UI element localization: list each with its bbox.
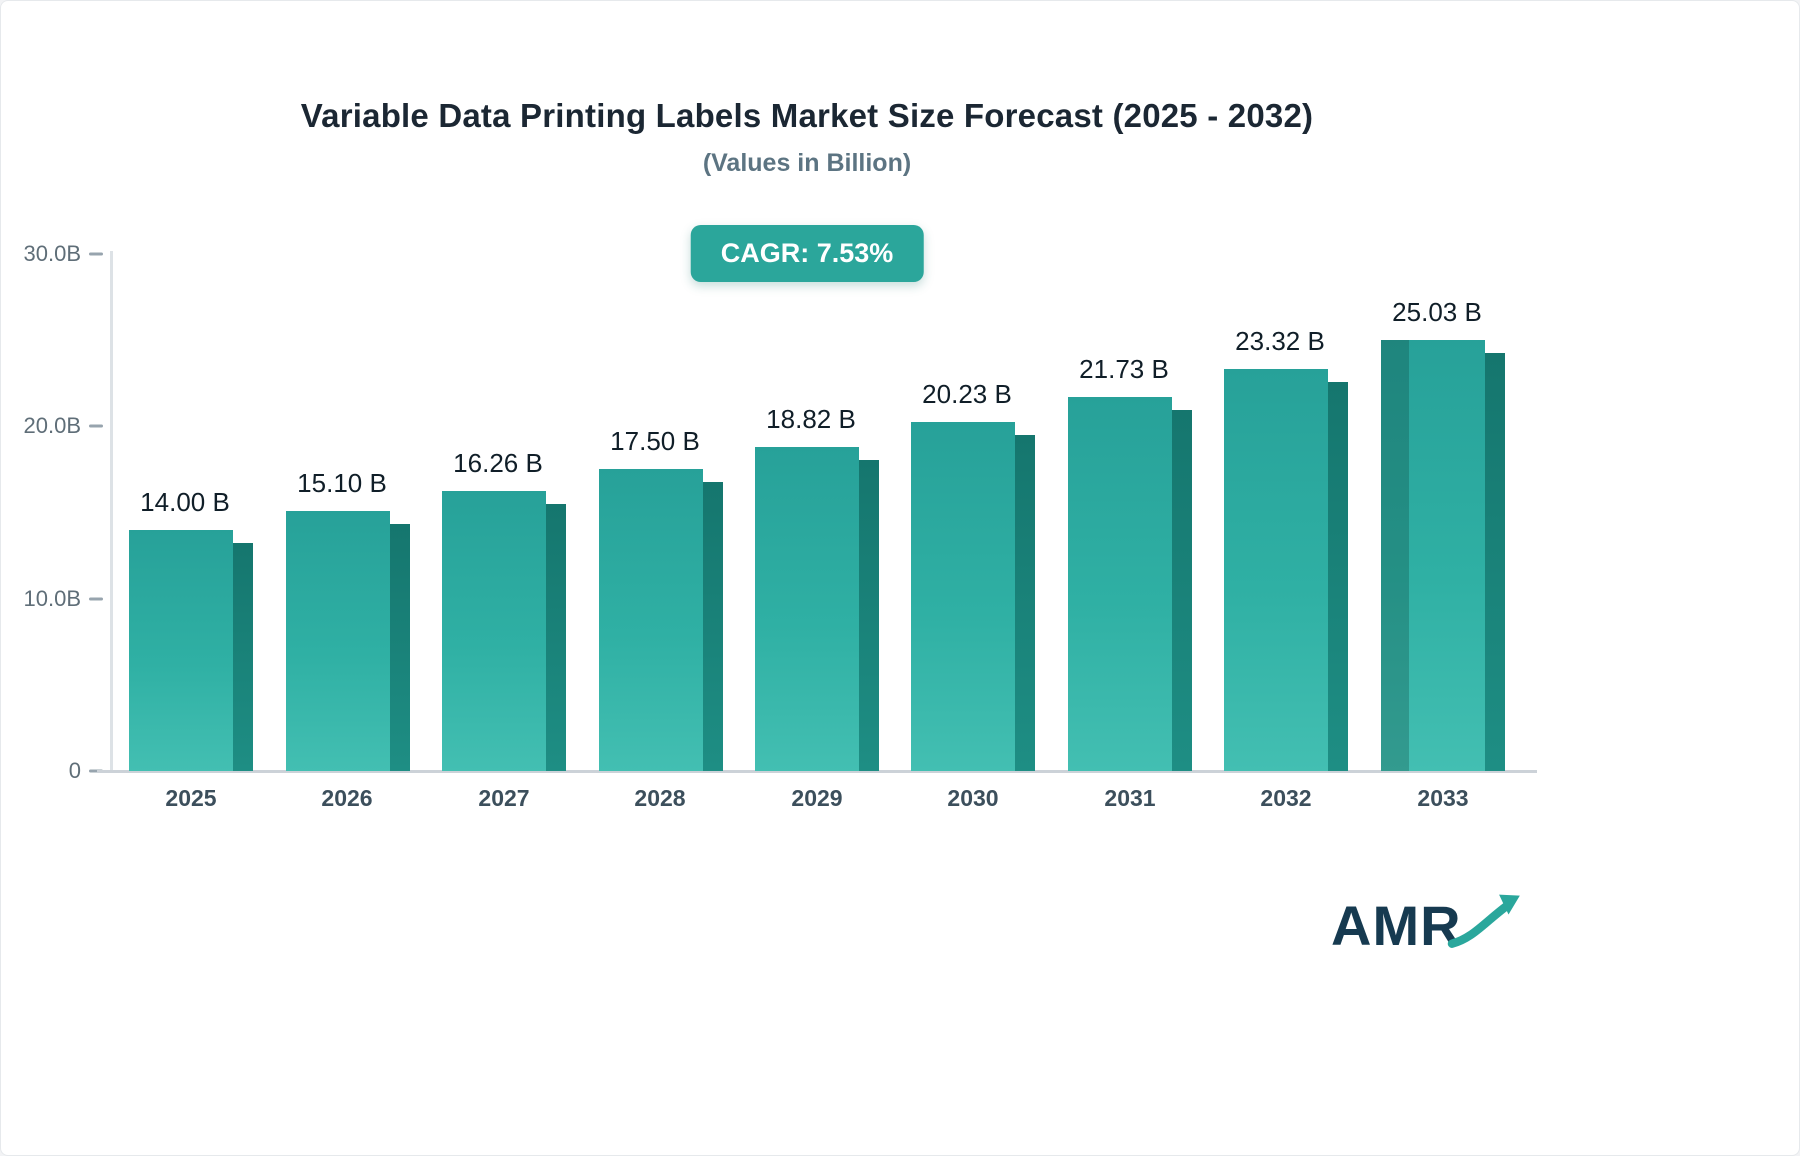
- bar-value-label: 21.73 B: [1079, 354, 1169, 384]
- bar-value-label: 20.23 B: [922, 379, 1012, 409]
- bar-side: [703, 482, 723, 771]
- bar-side: [1485, 353, 1505, 771]
- x-axis-labels: 2025 2026 2027 2028 2029 2030 2031 2032 2033: [113, 785, 1521, 825]
- bar-side: [390, 524, 410, 771]
- x-axis-label-2025: 2025: [165, 785, 217, 811]
- bar-face: [442, 491, 546, 771]
- x-axis-label-2030: 2030: [947, 785, 999, 811]
- y-tick-mark: [89, 769, 103, 773]
- y-tick-label: 10.0B: [23, 585, 82, 611]
- bar-face: [755, 447, 859, 771]
- y-tick: 20.0B: [1, 413, 111, 439]
- y-tick-mark: [89, 597, 103, 601]
- y-tick-label: 20.0B: [23, 413, 82, 439]
- x-axis-label-2033: 2033: [1417, 785, 1469, 811]
- x-axis-label-2032: 2032: [1260, 785, 1312, 811]
- bar-2026: [286, 511, 410, 771]
- y-axis: 30.0B 20.0B 10.0B 0: [1, 241, 111, 783]
- bar-value-label: 15.10 B: [297, 468, 387, 498]
- y-tick-mark: [89, 424, 103, 428]
- bar-2031: [1068, 397, 1192, 771]
- bar-2025: [129, 530, 253, 771]
- bar-face: [1381, 340, 1485, 771]
- bar-side: [233, 543, 253, 771]
- x-axis-label-2027: 2027: [478, 785, 530, 811]
- bar-face: [911, 422, 1015, 771]
- bar-side: [1015, 435, 1035, 771]
- bar-value-label: 25.03 B: [1392, 297, 1482, 327]
- bar-value-label: 23.32 B: [1235, 326, 1325, 356]
- y-tick-label: 0: [68, 758, 81, 783]
- bar-face: [1068, 397, 1172, 771]
- bar-side: [1172, 410, 1192, 771]
- x-axis-label-2028: 2028: [634, 785, 686, 811]
- cagr-badge: CAGR: 7.53%: [690, 225, 924, 282]
- bar-value-label: 16.26 B: [453, 448, 543, 478]
- x-axis-line: [97, 770, 1537, 773]
- brand-logo: AMR: [1331, 894, 1522, 957]
- plot-area: 14.00 B 15.10 B 16.26 B 17.50 B 18.82 B 20.23…: [113, 254, 1521, 771]
- y-tick: 0: [1, 758, 111, 783]
- bar-value-label: 18.82 B: [766, 404, 856, 434]
- bar-side: [1328, 382, 1348, 771]
- x-axis-label-2031: 2031: [1104, 785, 1156, 811]
- x-axis-label-2026: 2026: [321, 785, 373, 811]
- bar-value-label: 14.00 B: [140, 487, 230, 517]
- y-axis-line: [110, 251, 113, 773]
- bar-face: [599, 469, 703, 771]
- bar-2030: [911, 422, 1035, 771]
- bar-face: [129, 530, 233, 771]
- bar-2032: [1224, 369, 1348, 771]
- bar-face: [286, 511, 390, 771]
- bar-2028: [599, 469, 723, 771]
- y-tick-mark: [89, 252, 103, 256]
- y-tick: 10.0B: [1, 585, 111, 611]
- x-axis-label-2029: 2029: [791, 785, 843, 811]
- brand-logo-text: AMR: [1331, 894, 1462, 957]
- bar-2029: [755, 447, 879, 771]
- bar-2027: [442, 491, 566, 771]
- y-tick: 30.0B: [1, 241, 111, 266]
- bar-side: [546, 504, 566, 771]
- bar-value-label: 17.50 B: [610, 426, 700, 456]
- chart-title: Variable Data Printing Labels Market Siz…: [300, 97, 1314, 134]
- chart-subtitle: (Values in Billion): [702, 149, 912, 177]
- bar-side: [859, 460, 879, 771]
- y-tick-label: 30.0B: [23, 241, 82, 266]
- growth-arrow-icon: [1447, 894, 1520, 948]
- bar-face: [1224, 369, 1328, 771]
- bar-2033: [1381, 340, 1505, 771]
